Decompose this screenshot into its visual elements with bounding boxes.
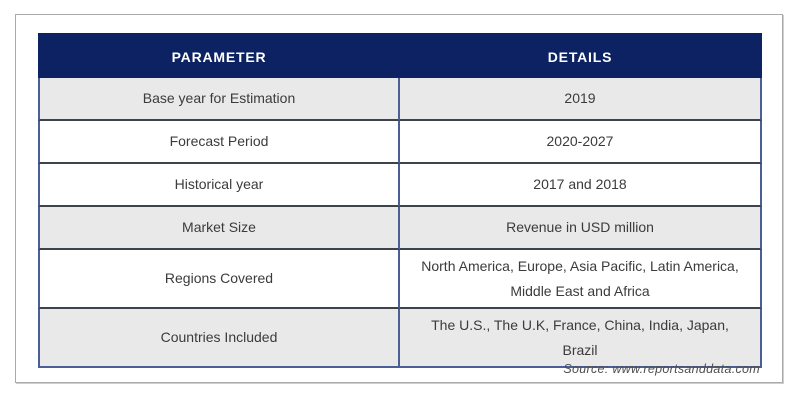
source-attribution: Source: www.reportsanddata.com <box>563 362 760 376</box>
details-cell: 2017 and 2018 <box>400 164 762 207</box>
table-row-base-year: Base year for Estimation 2019 <box>38 78 762 121</box>
details-cell: 2020-2027 <box>400 121 762 164</box>
details-cell: North America, Europe, Asia Pacific, Lat… <box>400 250 762 309</box>
table-row-historical-year: Historical year 2017 and 2018 <box>38 164 762 207</box>
table-row-forecast-period: Forecast Period 2020-2027 <box>38 121 762 164</box>
parameter-cell: Regions Covered <box>38 250 400 309</box>
header-cell-parameter: PARAMETER <box>38 33 400 78</box>
table-body: Base year for Estimation 2019 Forecast P… <box>38 78 762 368</box>
parameter-cell: Countries Included <box>38 309 400 368</box>
table-row-countries-included: Countries Included The U.S., The U.K, Fr… <box>38 309 762 368</box>
details-cell: The U.S., The U.K, France, China, India,… <box>400 309 762 368</box>
report-scope-table: PARAMETER DETAILS Base year for Estimati… <box>38 33 762 368</box>
parameter-cell: Historical year <box>38 164 400 207</box>
figure-frame: PARAMETER DETAILS Base year for Estimati… <box>15 14 783 383</box>
details-cell: Revenue in USD million <box>400 207 762 250</box>
header-row: PARAMETER DETAILS <box>38 33 762 78</box>
table-header: PARAMETER DETAILS <box>38 33 762 78</box>
table-row-market-size: Market Size Revenue in USD million <box>38 207 762 250</box>
details-cell: 2019 <box>400 78 762 121</box>
parameter-cell: Forecast Period <box>38 121 400 164</box>
parameter-cell: Market Size <box>38 207 400 250</box>
parameter-cell: Base year for Estimation <box>38 78 400 121</box>
header-cell-details: DETAILS <box>400 33 762 78</box>
table-row-regions-covered: Regions Covered North America, Europe, A… <box>38 250 762 309</box>
